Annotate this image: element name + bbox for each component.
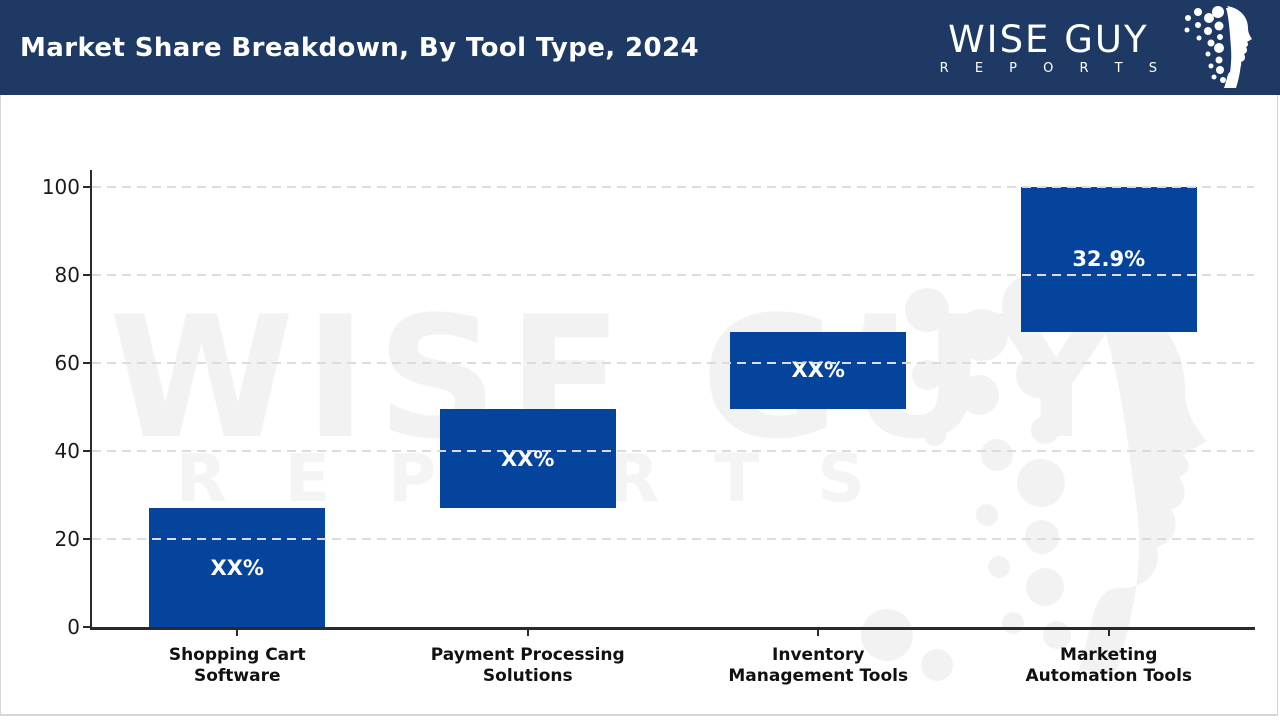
- y-tick-mark: [83, 362, 90, 364]
- category-label: Shopping Cart Software: [92, 645, 383, 687]
- category-label-line: Shopping Cart: [168, 645, 306, 665]
- brand-logo: WISE GUY R E P O R T S: [929, 4, 1252, 92]
- page-title: Market Share Breakdown, By Tool Type, 20…: [20, 32, 699, 63]
- y-tick-mark: [83, 538, 90, 540]
- gridline: [92, 274, 1254, 276]
- category-label-line: Solutions: [482, 666, 573, 686]
- y-tick-mark: [83, 274, 90, 276]
- y-tick-label: 100: [41, 175, 80, 199]
- y-tick-mark: [83, 186, 90, 188]
- x-tick-mark: [1107, 629, 1110, 636]
- y-tick-mark: [83, 450, 90, 452]
- y-tick-label: 0: [67, 615, 80, 639]
- x-tick-mark: [817, 629, 820, 636]
- category-label: Marketing Automation Tools: [964, 645, 1255, 687]
- dotted-face-logo-icon: [1174, 4, 1252, 92]
- category-label: Inventory Management Tools: [673, 645, 964, 687]
- category-label-line: Payment Processing: [430, 645, 625, 665]
- category-label-line: Inventory: [772, 645, 865, 665]
- y-tick-label: 40: [54, 439, 80, 463]
- bar-segment: XX%: [439, 409, 616, 509]
- plot-region: 0 20 40 60 80 100 XX% XX% XX% 32.9% Shopping Car…: [42, 170, 1255, 686]
- y-tick-label: 20: [54, 527, 80, 551]
- brand-logo-text: WISE GUY R E P O R T S: [929, 21, 1168, 75]
- y-tick-mark: [83, 626, 90, 628]
- brand-subtitle: R E P O R T S: [939, 60, 1168, 76]
- x-tick-mark: [236, 629, 239, 636]
- category-label-line: Management Tools: [728, 666, 909, 686]
- gridline: [92, 362, 1254, 364]
- bar-segment: XX%: [149, 508, 326, 627]
- x-axis-line: [90, 627, 1255, 630]
- bar-value-label: 32.9%: [1072, 247, 1146, 272]
- category-label: Payment Processing Solutions: [383, 645, 674, 687]
- y-axis-line: [90, 170, 92, 630]
- y-tick-label: 80: [54, 263, 80, 287]
- category-label-line: Marketing: [1060, 645, 1158, 665]
- category-label-line: Software: [193, 666, 281, 686]
- bar-segment: 32.9%: [1020, 187, 1197, 332]
- bar-segment: XX%: [730, 331, 907, 410]
- bar-value-label: XX%: [210, 555, 264, 580]
- y-tick-label: 60: [54, 351, 80, 375]
- brand-name: WISE GUY: [948, 17, 1149, 61]
- gridline: [92, 538, 1254, 540]
- x-tick-mark: [526, 629, 529, 636]
- gridline: [92, 186, 1254, 188]
- gridline: [92, 450, 1254, 452]
- header-bar: Market Share Breakdown, By Tool Type, 20…: [0, 0, 1280, 95]
- category-label-line: Automation Tools: [1025, 666, 1193, 686]
